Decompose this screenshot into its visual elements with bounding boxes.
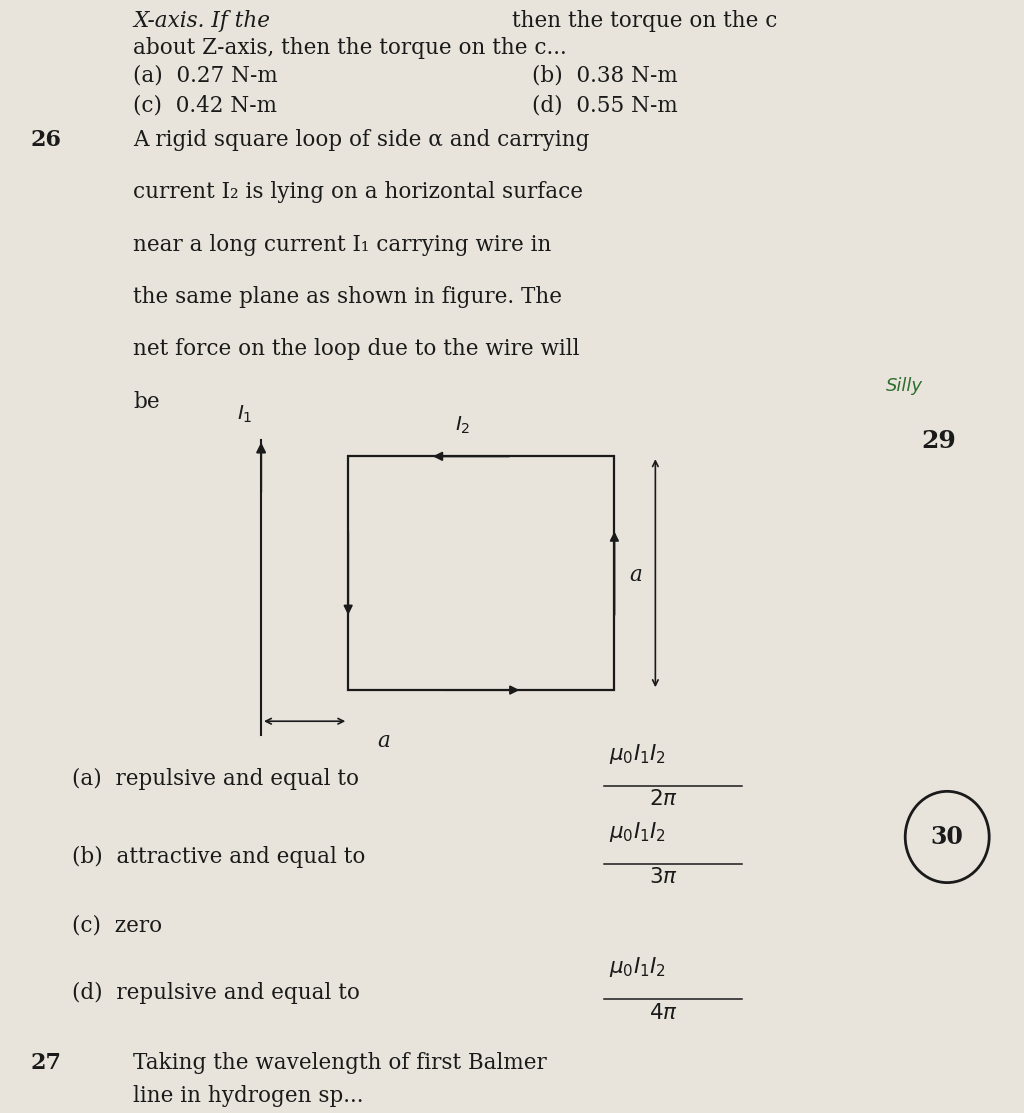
Text: Silly: Silly <box>886 377 923 395</box>
Text: $I_2$: $I_2$ <box>455 415 471 436</box>
Text: 29: 29 <box>922 429 956 453</box>
Text: about Z-axis, then the torque on the c...: about Z-axis, then the torque on the c..… <box>133 37 567 59</box>
Text: (b)  attractive and equal to: (b) attractive and equal to <box>72 846 365 868</box>
Text: (c)  zero: (c) zero <box>72 915 162 937</box>
Text: $2\pi$: $2\pi$ <box>649 788 678 810</box>
Text: a: a <box>630 564 643 587</box>
Text: a: a <box>378 730 390 752</box>
Text: then the torque on the c: then the torque on the c <box>512 10 777 32</box>
Text: $\mu_0 I_1 I_2$: $\mu_0 I_1 I_2$ <box>609 741 667 766</box>
Text: 26: 26 <box>31 129 61 151</box>
Text: (a)  repulsive and equal to: (a) repulsive and equal to <box>72 768 358 790</box>
Text: 27: 27 <box>31 1052 61 1074</box>
Text: near a long current I₁ carrying wire in: near a long current I₁ carrying wire in <box>133 234 552 256</box>
Text: (a)  0.27 N-m: (a) 0.27 N-m <box>133 65 278 87</box>
Text: (c)  0.42 N-m: (c) 0.42 N-m <box>133 95 278 117</box>
Text: net force on the loop due to the wire will: net force on the loop due to the wire wi… <box>133 338 580 361</box>
Text: Taking the wavelength of first Balmer: Taking the wavelength of first Balmer <box>133 1052 547 1074</box>
Bar <box>348 456 614 690</box>
Text: 30: 30 <box>931 825 964 849</box>
Text: (b)  0.38 N-m: (b) 0.38 N-m <box>532 65 678 87</box>
Text: $\mu_0 I_1 I_2$: $\mu_0 I_1 I_2$ <box>609 955 667 979</box>
Text: $\mu_0 I_1 I_2$: $\mu_0 I_1 I_2$ <box>609 819 667 844</box>
Text: A rigid square loop of side α and carrying: A rigid square loop of side α and carryi… <box>133 129 590 151</box>
Text: (d)  0.55 N-m: (d) 0.55 N-m <box>532 95 678 117</box>
Text: be: be <box>133 391 160 413</box>
Text: the same plane as shown in figure. The: the same plane as shown in figure. The <box>133 286 562 308</box>
Text: (d)  repulsive and equal to: (d) repulsive and equal to <box>72 982 359 1004</box>
Text: $I_1$: $I_1$ <box>238 404 253 425</box>
Text: X-axis. If the: X-axis. If the <box>133 10 270 32</box>
Text: $3\pi$: $3\pi$ <box>649 866 678 888</box>
Text: current I₂ is lying on a horizontal surface: current I₂ is lying on a horizontal surf… <box>133 181 583 204</box>
Text: $4\pi$: $4\pi$ <box>649 1002 678 1024</box>
Text: line in hydrogen sp...: line in hydrogen sp... <box>133 1085 364 1107</box>
